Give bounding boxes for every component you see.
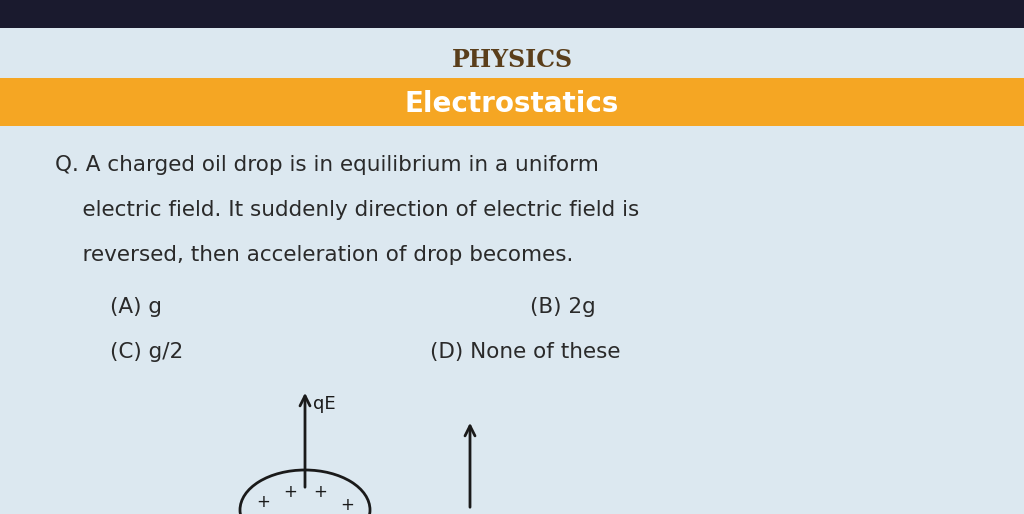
Text: (B) 2g: (B) 2g xyxy=(530,297,596,317)
Text: reversed, then acceleration of drop becomes.: reversed, then acceleration of drop beco… xyxy=(55,245,573,265)
Text: Electrostatics: Electrostatics xyxy=(404,90,620,118)
Text: (D) None of these: (D) None of these xyxy=(430,342,621,362)
Text: (A) g: (A) g xyxy=(110,297,162,317)
Text: +: + xyxy=(256,493,270,511)
Text: (C) g/2: (C) g/2 xyxy=(110,342,183,362)
Bar xyxy=(0,0,1024,28)
Text: PHYSICS: PHYSICS xyxy=(452,48,572,72)
Text: Q. A charged oil drop is in equilibrium in a uniform: Q. A charged oil drop is in equilibrium … xyxy=(55,155,599,175)
Text: qE: qE xyxy=(313,395,336,413)
Text: +: + xyxy=(313,483,327,501)
Bar xyxy=(0,78,1024,126)
Text: electric field. It suddenly direction of electric field is: electric field. It suddenly direction of… xyxy=(55,200,639,220)
Text: +: + xyxy=(340,496,354,514)
Text: +: + xyxy=(283,483,297,501)
